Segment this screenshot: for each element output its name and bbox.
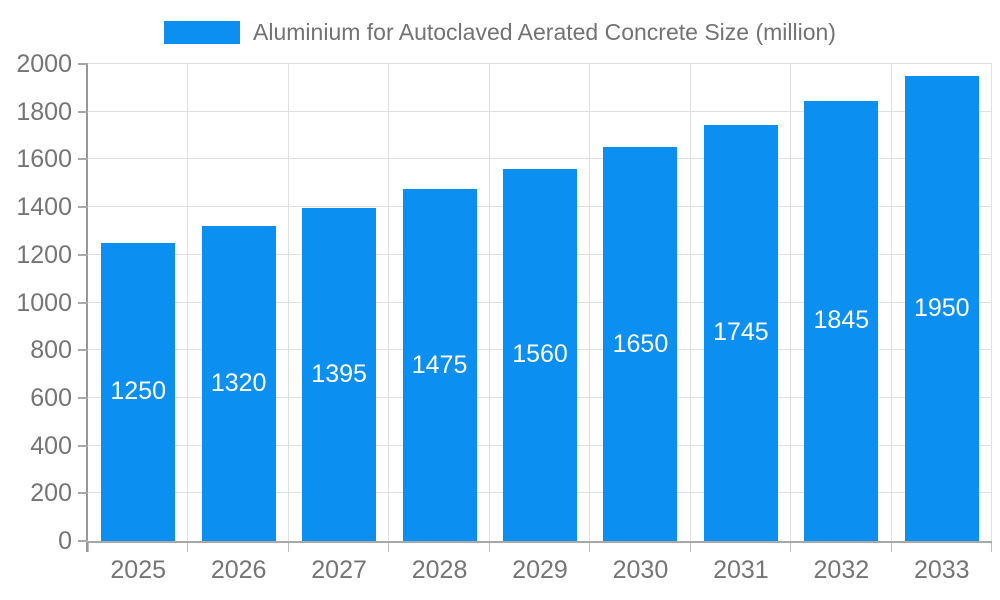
bar-2026[interactable]: 1320 [201,226,276,541]
x-axis-tick [689,543,691,552]
x-axis-tick [287,543,289,552]
y-axis-line [86,64,88,552]
bar-2033[interactable]: 1950 [904,75,979,541]
y-axis-tick [78,444,88,447]
x-axis-tick [488,543,490,552]
legend[interactable]: Aluminium for Autoclaved Aerated Concret… [0,19,1000,46]
x-axis-line [86,541,992,543]
x-axis-tick [88,543,89,552]
x-axis-tick-label: 2025 [110,556,167,584]
x-axis-tick-label: 2029 [512,556,568,584]
grid-line-vertical [689,64,691,541]
grid-line-vertical [488,64,490,541]
y-axis-tick-label: 1000 [16,288,72,317]
bar-2028[interactable]: 1475 [402,189,477,541]
y-axis-tick [78,349,88,352]
bar-2029[interactable]: 1560 [503,168,577,541]
y-axis-tick [78,492,88,495]
bar-value-label: 1475 [411,350,468,379]
bar-value-label: 1395 [311,360,367,389]
bar-value-label: 1320 [210,369,267,398]
plot-area: 0 200 400 600 800 1000 1200 1400 1600 1800 2000 202… [16,51,992,584]
y-axis-tick [78,63,88,65]
bar-2025[interactable]: 1250 [101,242,176,541]
x-axis-tick-label: 2026 [210,556,267,584]
y-axis-tick-label: 1400 [16,193,72,222]
y-axis-tick [78,110,88,113]
y-axis-tick [78,396,88,399]
y-axis-tick-label: 2000 [16,50,72,78]
bar-value-label: 1845 [813,306,870,335]
bar-2031[interactable]: 1745 [703,124,778,541]
grid-line-vertical [991,64,992,541]
y-axis-tick [78,301,88,304]
y-axis-tick-label: 1200 [16,240,72,269]
bar-2032[interactable]: 1845 [804,100,879,541]
grid-line-vertical [187,64,189,541]
y-axis-tick-label: 400 [30,431,72,460]
bar-2030[interactable]: 1650 [603,147,678,541]
x-axis-tick-label: 2028 [411,556,468,584]
y-axis-tick [78,540,88,542]
y-axis-tick-label: 200 [30,479,72,508]
bar-value-label: 1560 [512,340,568,369]
x-axis-tick-label: 2031 [713,556,769,584]
y-axis-tick-label: 800 [30,336,72,365]
y-axis-tick [78,158,88,161]
y-axis-tick-label: 600 [30,383,72,412]
grid-line-vertical [589,64,591,541]
grid-line-horizontal [88,63,992,64]
grid-line-vertical [790,64,792,541]
x-axis-tick [187,543,189,552]
x-axis-tick [589,543,591,552]
x-axis-tick [890,543,892,552]
x-axis-tick-label: 2033 [913,556,970,584]
x-axis-tick-label: 2030 [612,556,669,584]
x-axis-tick-label: 2027 [311,556,367,584]
x-axis-tick [790,543,792,552]
x-axis-tick [991,543,992,552]
grid-line-vertical [388,64,390,541]
bar-value-label: 1250 [110,377,167,406]
y-axis-tick-label: 1800 [16,97,72,126]
legend-label: Aluminium for Autoclaved Aerated Concret… [253,19,836,45]
legend-swatch-icon [164,21,241,44]
y-axis-tick-label: 0 [58,527,72,555]
bar-value-label: 1950 [913,293,970,322]
y-axis-tick [78,253,88,256]
y-axis-tick [78,206,88,209]
bar-value-label: 1650 [612,329,669,358]
grid-line-vertical [287,64,289,541]
grid-line-horizontal [88,110,992,112]
grid-line-vertical [890,64,892,541]
y-axis-tick-label: 1600 [16,145,72,174]
bar-value-label: 1745 [713,318,769,347]
x-axis-tick-label: 2032 [813,556,870,584]
grid-line-horizontal [88,158,992,160]
bar-2027[interactable]: 1395 [302,208,377,541]
x-axis-tick [388,543,390,552]
